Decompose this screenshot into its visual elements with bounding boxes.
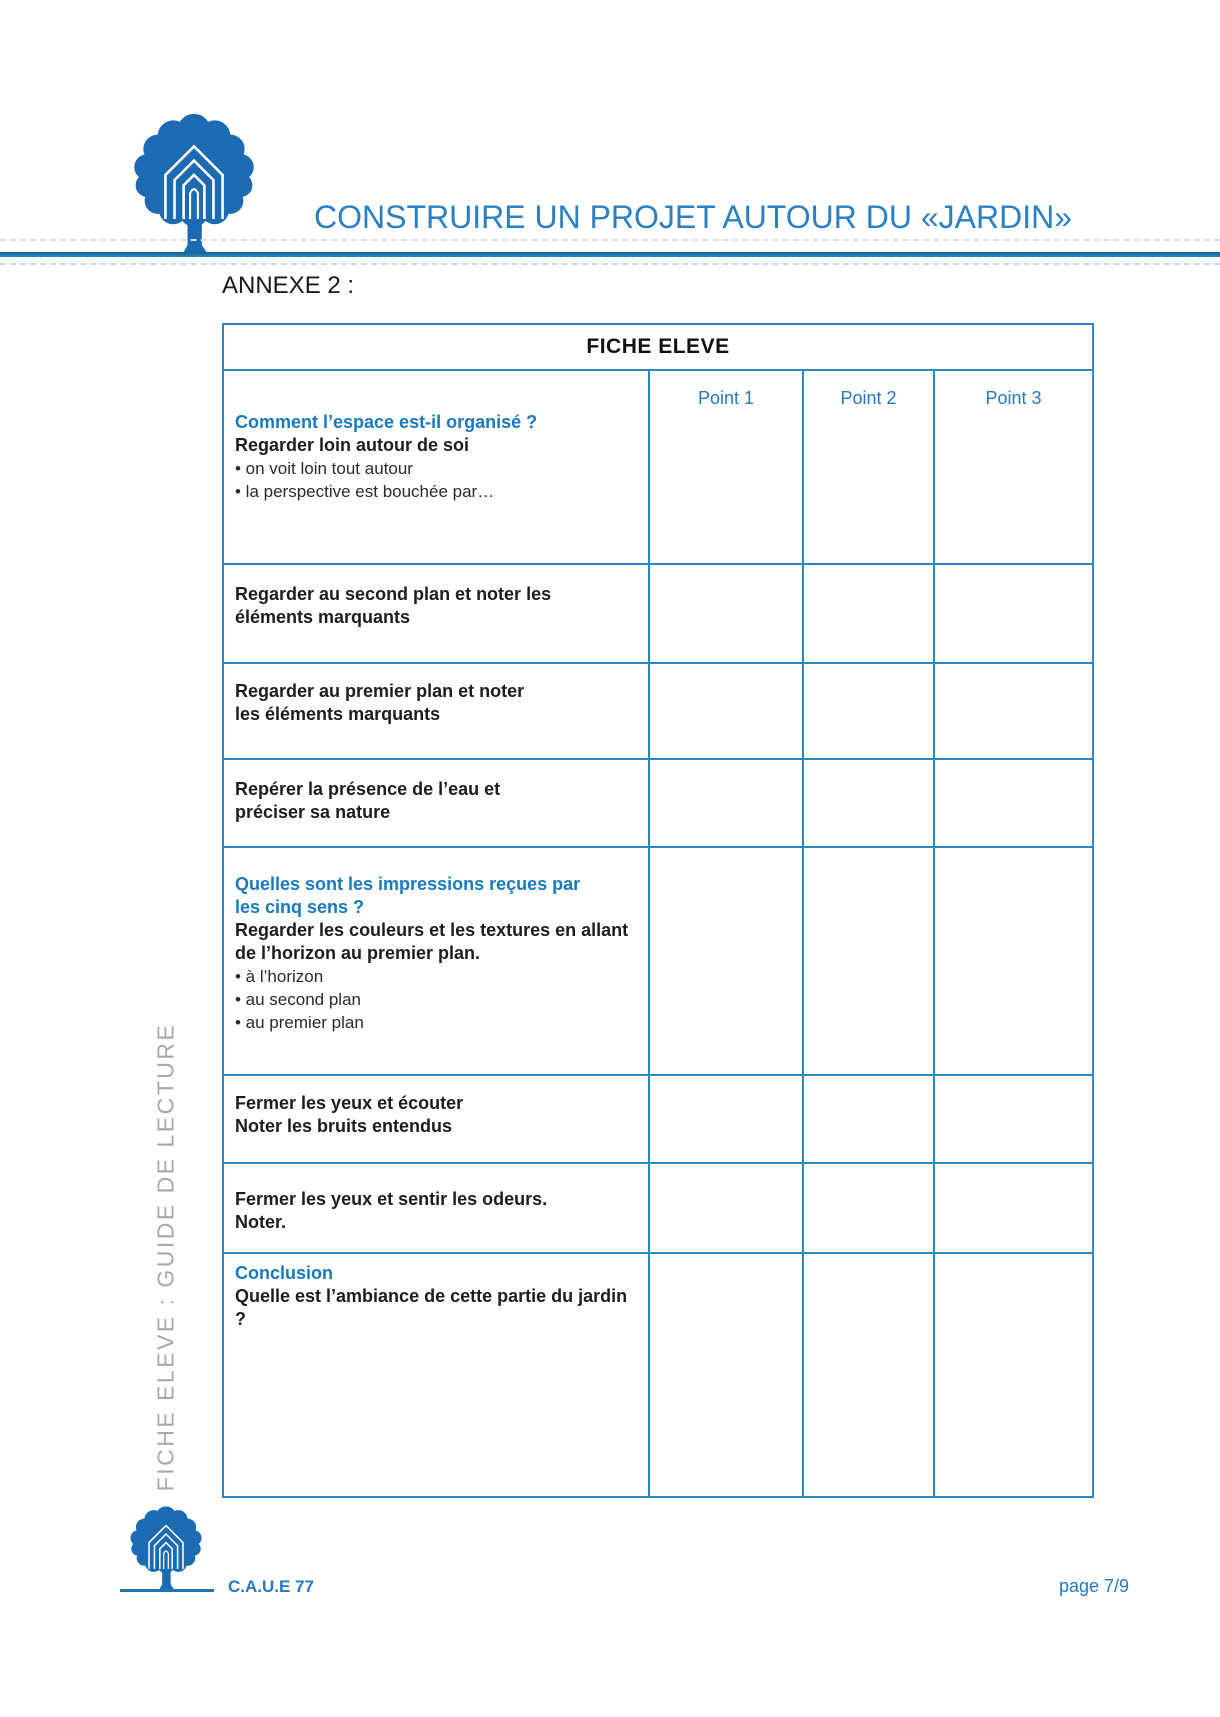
question-bullet: • à l’horizon — [235, 967, 324, 986]
page-title: CONSTRUIRE UN PROJET AUTOUR DU «JARDIN» — [314, 199, 1073, 235]
header-dashed-rule-bottom — [0, 263, 1220, 265]
answer-cell — [802, 563, 933, 662]
question-bullet: • au premier plan — [235, 1013, 364, 1032]
tree-house-logo-icon-footer — [130, 1506, 202, 1592]
answer-cell — [802, 758, 933, 846]
question-line: Regarder les couleurs et les textures en… — [235, 920, 629, 940]
question-heading: Conclusion — [235, 1263, 333, 1283]
annex-label: ANNEXE 2 : — [222, 272, 355, 299]
question-bullet: • on voit loin tout autour — [235, 459, 413, 478]
tree-house-logo-icon — [134, 113, 254, 257]
question-line: éléments marquants — [235, 607, 411, 627]
answer-cell — [802, 1252, 933, 1496]
org-name: C.A.U.E 77 — [228, 1577, 314, 1596]
answer-cell — [802, 1074, 933, 1162]
answer-cell — [648, 758, 802, 846]
footer-rule — [120, 1589, 214, 1592]
table-title-cell: FICHE ELEVE — [224, 325, 1092, 371]
answer-cell — [648, 563, 802, 662]
column-header-point-3: Point 3 — [933, 371, 1092, 563]
answer-cell — [933, 1074, 1092, 1162]
answer-cell — [648, 1162, 802, 1252]
question-line: Regarder loin autour de soi — [235, 435, 470, 455]
answer-cell — [648, 662, 802, 758]
question-line: Noter. — [235, 1212, 287, 1232]
column-header-point-1: Point 1 — [648, 371, 802, 563]
column-header-label: Point 3 — [985, 388, 1042, 408]
answer-cell — [802, 1162, 933, 1252]
column-header-label: Point 1 — [697, 388, 755, 408]
question-heading: Quelles sont les impressions reçues par — [235, 874, 581, 894]
answer-cell — [933, 1252, 1092, 1496]
question-cell-ecouter: Fermer les yeux et écouter Noter les bru… — [224, 1074, 648, 1162]
question-line: les éléments marquants — [235, 704, 441, 724]
question-cell-space-organisation: Comment l’espace est-il organisé ? Regar… — [224, 371, 648, 563]
answer-cell — [933, 563, 1092, 662]
question-line: de l’horizon au premier plan. — [235, 943, 481, 963]
answer-cell — [933, 1162, 1092, 1252]
question-heading: Comment l’espace est-il organisé ? — [235, 412, 538, 432]
answer-cell — [933, 758, 1092, 846]
header-rule — [0, 252, 1220, 257]
header-dashed-rule-top — [0, 239, 1220, 241]
fiche-eleve-table: FICHE ELEVE Comment l’espace est-il orga… — [222, 323, 1094, 1498]
column-header-label: Point 2 — [840, 388, 897, 408]
question-heading: les cinq sens ? — [235, 897, 365, 917]
question-line: Noter les bruits entendus — [235, 1116, 453, 1136]
question-cell-eau: Repérer la présence de l’eau et préciser… — [224, 758, 648, 846]
page-indicator: page 7/9 — [1059, 1576, 1130, 1596]
question-cell-impressions: Quelles sont les impressions reçues par … — [224, 846, 648, 1074]
question-line: Regarder au premier plan et noter — [235, 681, 525, 701]
sidebar-vertical-label: FICHE ELEVE : GUIDE DE LECTURE — [152, 1022, 179, 1492]
question-cell-conclusion: Conclusion Quelle est l’ambiance de cett… — [224, 1252, 648, 1496]
answer-cell — [933, 846, 1092, 1074]
question-cell-second-plan: Regarder au second plan et noter les élé… — [224, 563, 648, 662]
question-cell-odeurs: Fermer les yeux et sentir les odeurs. No… — [224, 1162, 648, 1252]
table-title: FICHE ELEVE — [586, 335, 730, 358]
question-line: Fermer les yeux et écouter — [235, 1093, 464, 1113]
answer-cell — [933, 662, 1092, 758]
answer-cell — [648, 846, 802, 1074]
answer-cell — [802, 662, 933, 758]
question-cell-premier-plan: Regarder au premier plan et noter les él… — [224, 662, 648, 758]
question-line: Quelle est l’ambiance de cette partie du… — [235, 1286, 628, 1329]
question-line: préciser sa nature — [235, 802, 391, 822]
column-header-point-2: Point 2 — [802, 371, 933, 563]
question-line: Fermer les yeux et sentir les odeurs. — [235, 1189, 548, 1209]
answer-cell — [648, 1074, 802, 1162]
question-bullet: • la perspective est bouchée par… — [235, 482, 495, 501]
question-line: Repérer la présence de l’eau et — [235, 779, 501, 799]
answer-cell — [648, 1252, 802, 1496]
question-bullet: • au second plan — [235, 990, 361, 1009]
answer-cell — [802, 846, 933, 1074]
question-line: Regarder au second plan et noter les — [235, 584, 552, 604]
